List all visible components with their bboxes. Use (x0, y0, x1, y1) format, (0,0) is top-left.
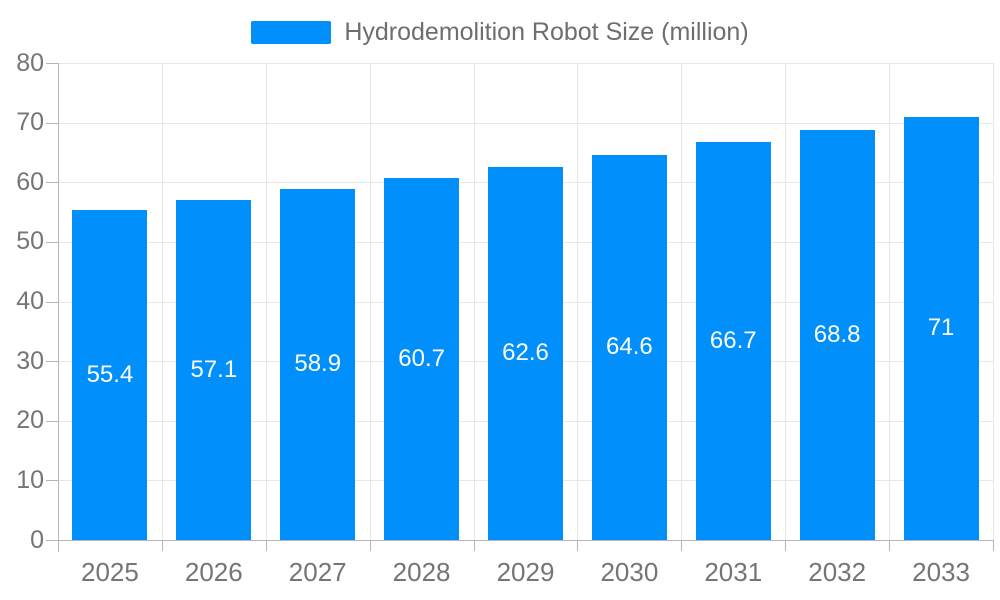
x-axis-category-label: 2025 (81, 557, 139, 587)
bar[interactable] (176, 199, 252, 540)
y-axis-tick (46, 63, 58, 64)
gridline-vertical (681, 63, 683, 540)
gridline-vertical (785, 63, 787, 540)
bar[interactable] (903, 116, 979, 540)
gridline-vertical (265, 63, 267, 540)
bar[interactable] (799, 129, 875, 540)
bar[interactable] (695, 142, 771, 540)
x-axis-category-label: 2026 (184, 557, 243, 587)
y-axis-tick-label: 20 (16, 406, 44, 435)
bar[interactable] (280, 188, 356, 540)
gridline-vertical (889, 63, 891, 540)
bar[interactable] (384, 178, 460, 540)
y-axis-tick-label: 60 (16, 167, 44, 196)
gridline-vertical (369, 63, 371, 540)
y-axis-tick-label: 10 (16, 465, 44, 494)
x-axis-tick (785, 540, 787, 551)
y-axis-tick (46, 420, 58, 422)
x-axis-tick (369, 540, 371, 551)
x-axis-category-label: 2032 (808, 557, 867, 587)
y-axis-tick (46, 361, 58, 363)
x-axis-category-label: 2029 (496, 557, 555, 587)
x-axis-category-label: 2030 (600, 557, 659, 587)
y-axis-tick-label: 0 (30, 525, 44, 554)
x-axis-category-label: 2027 (288, 557, 347, 587)
legend[interactable]: Hydrodemolition Robot Size (million) (0, 18, 1000, 46)
y-axis-tick (46, 122, 58, 124)
bar[interactable] (488, 166, 563, 540)
x-axis-tick (577, 540, 579, 551)
y-axis-tick (46, 241, 58, 243)
gridline-horizontal (58, 122, 993, 124)
legend-label: Hydrodemolition Robot Size (million) (344, 18, 749, 46)
y-axis-tick (46, 182, 58, 184)
y-axis-tick-label: 30 (16, 346, 44, 375)
x-axis-category-label: 2031 (704, 557, 763, 587)
bar[interactable] (72, 209, 148, 540)
gridline-vertical (161, 63, 163, 540)
y-axis-tick-label: 70 (16, 108, 44, 137)
bar[interactable] (591, 154, 667, 540)
legend-swatch (251, 20, 332, 44)
x-axis-tick (58, 540, 59, 551)
y-axis-tick (46, 480, 58, 482)
y-axis-tick-label: 80 (16, 48, 44, 77)
y-axis-tick (46, 301, 58, 303)
x-axis-tick (161, 540, 163, 551)
x-axis-tick (473, 540, 475, 551)
gridline-vertical (993, 63, 994, 540)
y-axis-tick-label: 40 (16, 287, 44, 315)
y-axis-tick (46, 540, 58, 541)
y-axis-tick-label: 50 (16, 227, 44, 256)
gridline-horizontal (58, 63, 993, 64)
x-axis-tick (993, 540, 994, 551)
gridline-vertical (473, 63, 475, 540)
y-axis-line (58, 63, 59, 552)
x-axis-tick (681, 540, 683, 551)
gridline-vertical (577, 63, 579, 540)
x-axis-line (58, 540, 993, 541)
x-axis-tick (889, 540, 891, 551)
x-axis-category-label: 2028 (392, 557, 451, 587)
x-axis-tick (265, 540, 267, 551)
x-axis-category-label: 2033 (912, 557, 970, 587)
